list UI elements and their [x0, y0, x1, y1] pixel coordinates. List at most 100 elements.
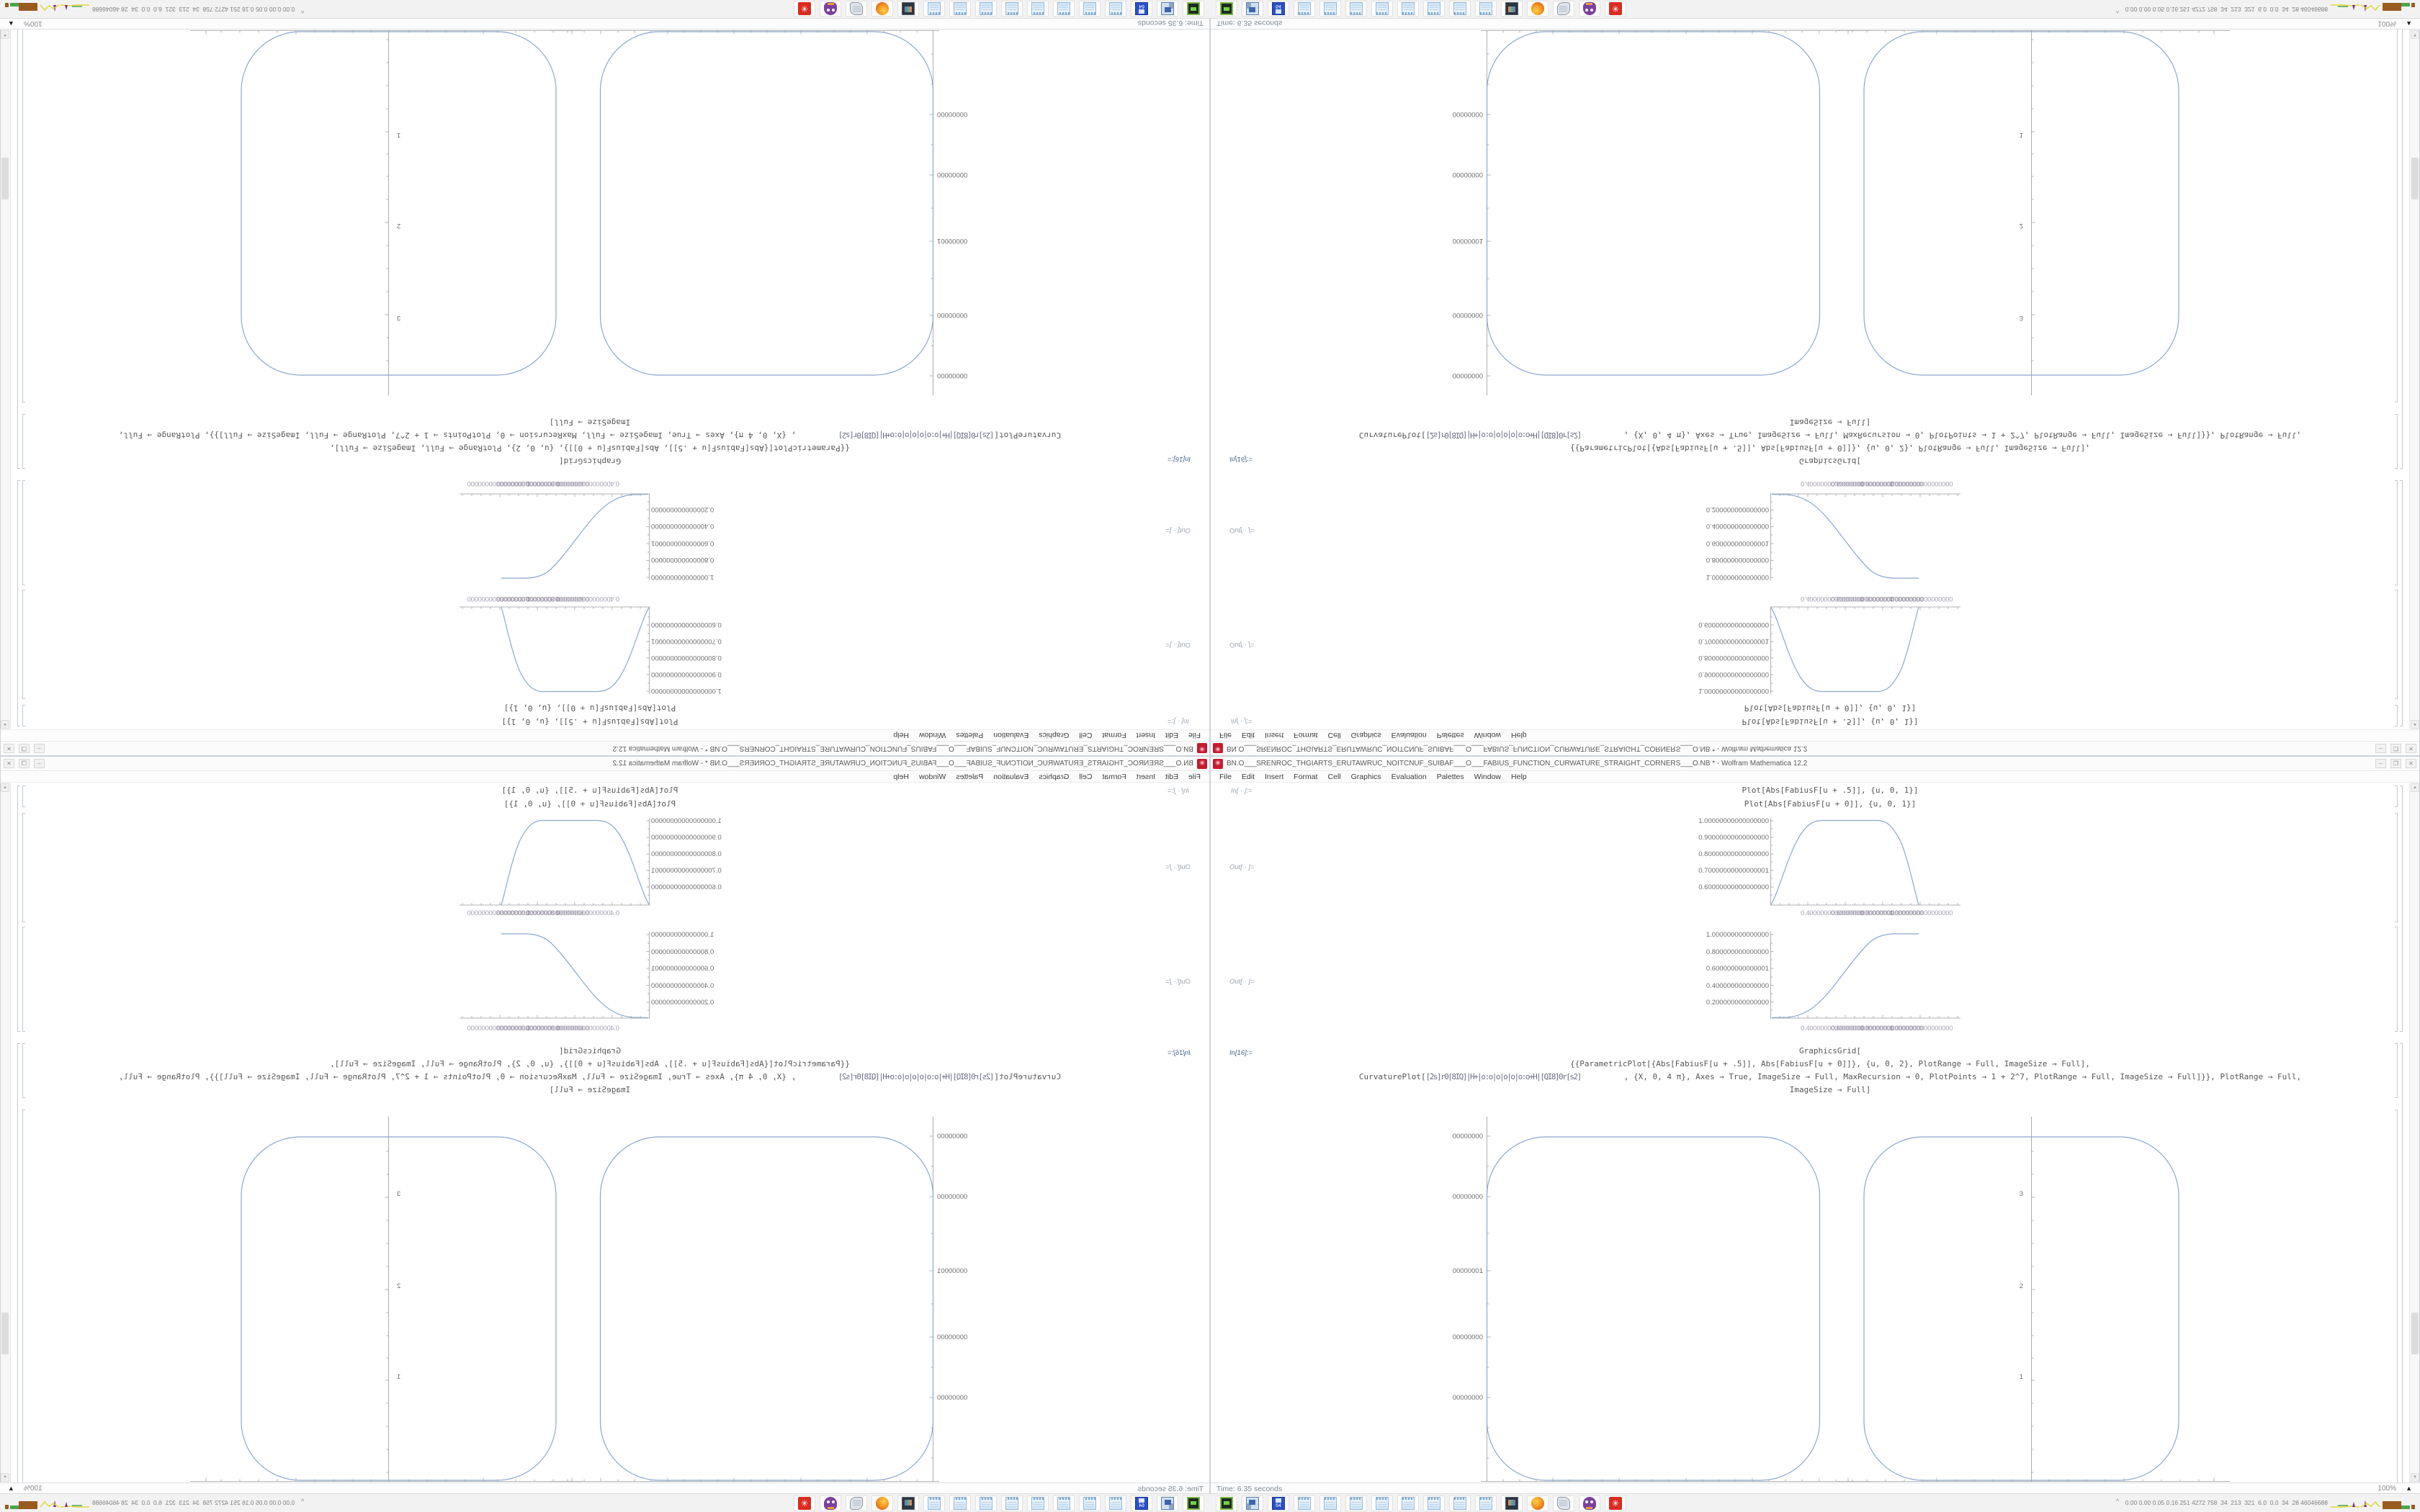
menu-palettes[interactable]: Palettes: [956, 731, 984, 739]
taskbar-button[interactable]: [871, 1495, 893, 1511]
zoom-level[interactable]: 100%: [24, 1485, 42, 1493]
title-bar[interactable]: BN.O___SRENROC_THGIARTS_ERUTAWRUC_NOITCN…: [1, 757, 1209, 771]
taskbar-button[interactable]: [1371, 1, 1393, 17]
taskbar-button[interactable]: [1449, 1495, 1471, 1511]
taskbar-button[interactable]: [1345, 1495, 1367, 1511]
menu-window[interactable]: Window: [1474, 731, 1502, 739]
taskbar-button[interactable]: [1501, 1495, 1523, 1511]
cell-bracket-input2[interactable]: [22, 1043, 25, 1098]
taskbar-button[interactable]: [1553, 1, 1574, 17]
menu-palettes[interactable]: Palettes: [1436, 731, 1464, 739]
minimize-button[interactable]: –: [2375, 759, 2386, 768]
taskbar-button[interactable]: [923, 1, 945, 17]
close-button[interactable]: ✕: [4, 759, 14, 768]
menu-graphics[interactable]: Graphics: [1039, 773, 1070, 781]
taskbar-button[interactable]: [1579, 1, 1600, 17]
taskbar-button[interactable]: [949, 1, 971, 17]
menu-format[interactable]: Format: [1294, 731, 1318, 739]
taskbar-button[interactable]: [794, 1, 815, 17]
tray-expand-chevron[interactable]: ^: [2115, 1498, 2119, 1505]
restore-button[interactable]: ❐: [2390, 744, 2401, 753]
taskbar-button[interactable]: [1501, 1, 1523, 17]
taskbar-button[interactable]: [1027, 1495, 1049, 1511]
taskbar-button[interactable]: [871, 1, 893, 17]
code-input-line2[interactable]: Plot[Abs[FabiusF[u + 0]], {u, 0, 1}]: [1744, 703, 1917, 713]
cell-group-bracket-2[interactable]: [17, 1043, 20, 1485]
taskbar-button[interactable]: [1294, 1, 1315, 17]
cell-bracket-output3[interactable]: [2395, 27, 2398, 402]
menu-cell[interactable]: Cell: [1327, 731, 1341, 739]
cell-bracket-output3[interactable]: [22, 27, 25, 402]
gg-code-line1[interactable]: GraphicsGrid[: [1798, 456, 1862, 466]
taskbar-button[interactable]: [794, 1495, 815, 1511]
taskbar-button[interactable]: [1001, 1495, 1023, 1511]
taskbar-button[interactable]: [897, 1, 919, 17]
code-input-line1[interactable]: Plot[Abs[FabiusF[u + .5]], {u, 0, 1}]: [501, 717, 678, 726]
gg-code-line4[interactable]: ImageSize → Full]: [1789, 418, 1871, 427]
taskbar-button[interactable]: [1131, 1, 1152, 17]
taskbar-button[interactable]: [949, 1495, 971, 1511]
cell-bracket-input1[interactable]: [22, 705, 25, 726]
scroll-up-arrow[interactable]: ▲: [1, 783, 9, 792]
menu-evaluation[interactable]: Evaluation: [1391, 731, 1427, 739]
taskbar-button[interactable]: [1183, 1, 1204, 17]
taskbar-button[interactable]: [1449, 1, 1471, 17]
cell-group-bracket-1[interactable]: [2400, 786, 2403, 1032]
title-bar[interactable]: BN.O___SRENROC_THGIARTS_ERUTAWRUC_NOITCN…: [1211, 741, 2419, 755]
cell-bracket-output1[interactable]: [2395, 590, 2398, 699]
gg-code-line4[interactable]: ImageSize → Full]: [1789, 1085, 1871, 1094]
gg-code-line4[interactable]: ImageSize → Full]: [549, 418, 631, 427]
menu-evaluation[interactable]: Evaluation: [993, 731, 1029, 739]
gg-code-line2[interactable]: {{ParametricPlot[{Abs[FabiusF[u + .5]], …: [1570, 1059, 2090, 1068]
minimize-button[interactable]: –: [34, 744, 45, 753]
taskbar-button[interactable]: [1268, 1495, 1289, 1511]
code-input-line2[interactable]: Plot[Abs[FabiusF[u + 0]], {u, 0, 1}]: [503, 799, 676, 809]
taskbar-button[interactable]: [1183, 1495, 1204, 1511]
taskbar-button[interactable]: [1157, 1, 1178, 17]
menu-format[interactable]: Format: [1294, 773, 1318, 781]
taskbar-button[interactable]: [1294, 1495, 1315, 1511]
cell-group-bracket-2[interactable]: [2400, 27, 2403, 469]
menu-cell[interactable]: Cell: [1079, 773, 1093, 781]
taskbar-button[interactable]: [1053, 1, 1075, 17]
vertical-scrollbar[interactable]: ▲ ▼: [1, 783, 11, 1482]
taskbar-button[interactable]: [820, 1, 841, 17]
gg-code-line1[interactable]: GraphicsGrid[: [558, 456, 622, 466]
close-button[interactable]: ✕: [2406, 759, 2416, 768]
tray-expand-chevron[interactable]: ^: [301, 7, 305, 14]
menu-help[interactable]: Help: [893, 731, 909, 739]
taskbar-button[interactable]: [1105, 1495, 1126, 1511]
scroll-down-arrow[interactable]: ▼: [2411, 1473, 2419, 1482]
menu-palettes[interactable]: Palettes: [1436, 773, 1464, 781]
title-bar[interactable]: BN.O___SRENROC_THGIARTS_ERUTAWRUC_NOITCN…: [1, 741, 1209, 755]
cell-group-bracket-1[interactable]: [2400, 480, 2403, 726]
menu-insert[interactable]: Insert: [1136, 773, 1155, 781]
cell-bracket-input1[interactable]: [22, 786, 25, 807]
menu-insert[interactable]: Insert: [1136, 731, 1155, 739]
zoom-menu-arrow-icon[interactable]: ▲: [8, 1485, 14, 1492]
zoom-menu-arrow-icon[interactable]: ▲: [2406, 1485, 2412, 1492]
menu-file[interactable]: File: [1188, 731, 1201, 739]
code-input-line2[interactable]: Plot[Abs[FabiusF[u + 0]], {u, 0, 1}]: [503, 703, 676, 713]
gg-code-line1[interactable]: GraphicsGrid[: [558, 1046, 622, 1056]
menu-window[interactable]: Window: [918, 773, 946, 781]
taskbar-button[interactable]: [846, 1, 867, 17]
menu-palettes[interactable]: Palettes: [956, 773, 984, 781]
minimize-button[interactable]: –: [34, 759, 45, 768]
cell-bracket-output1[interactable]: [22, 590, 25, 699]
taskbar-button[interactable]: [1397, 1, 1419, 17]
gg-code-line3[interactable]: CurvaturePlot[[2s]r0[8IQ]|H+|o:o|o|o|o|o…: [1340, 431, 2320, 440]
scrollbar-thumb[interactable]: [2411, 1313, 2419, 1354]
zoom-level[interactable]: 100%: [2378, 1485, 2396, 1493]
taskbar-button[interactable]: [1079, 1, 1101, 17]
taskbar-button[interactable]: [1001, 1, 1023, 17]
code-input-line1[interactable]: Plot[Abs[FabiusF[u + .5]], {u, 0, 1}]: [1742, 717, 1919, 726]
taskbar-button[interactable]: [1605, 1, 1626, 17]
taskbar-button[interactable]: [897, 1495, 919, 1511]
menu-help[interactable]: Help: [1511, 731, 1527, 739]
menu-file[interactable]: File: [1219, 731, 1232, 739]
cell-bracket-input2[interactable]: [2395, 414, 2398, 469]
menu-cell[interactable]: Cell: [1079, 731, 1093, 739]
scrollbar-thumb[interactable]: [1, 1313, 9, 1354]
gg-code-line3[interactable]: CurvaturePlot[[2s]r0[8IQ]|H+|o:o|o|o|o|o…: [100, 1072, 1080, 1081]
